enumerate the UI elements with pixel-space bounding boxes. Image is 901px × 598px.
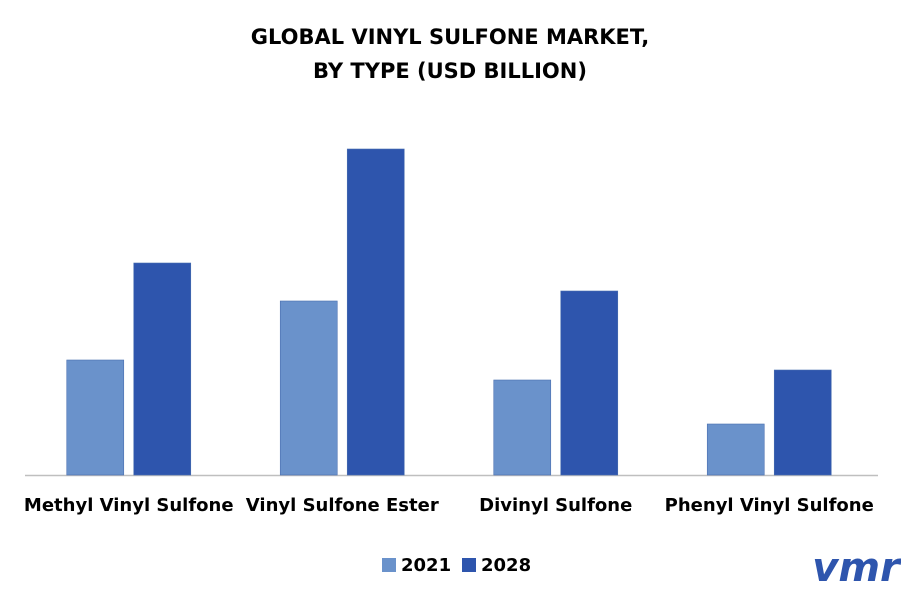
bar (493, 379, 552, 476)
x-tick-label: Vinyl Sulfone Ester (246, 495, 439, 516)
bar (346, 148, 405, 476)
bar (66, 359, 125, 476)
x-tick-label: Methyl Vinyl Sulfone (24, 495, 234, 516)
chart-title: BY TYPE (USD BILLION) (313, 59, 587, 83)
bar (773, 369, 832, 476)
x-tick-label: Phenyl Vinyl Sulfone (665, 495, 874, 516)
legend-swatch (462, 558, 476, 572)
logo: vmr (812, 545, 901, 591)
legend-label: 2021 (401, 555, 451, 576)
chart-title: GLOBAL VINYL SULFONE MARKET, (251, 25, 649, 49)
bar (560, 290, 619, 476)
bar (279, 300, 338, 476)
legend-swatch (382, 558, 396, 572)
bar (706, 423, 765, 476)
bar (133, 262, 192, 476)
x-tick-label: Divinyl Sulfone (479, 495, 632, 516)
legend-label: 2028 (481, 555, 531, 576)
